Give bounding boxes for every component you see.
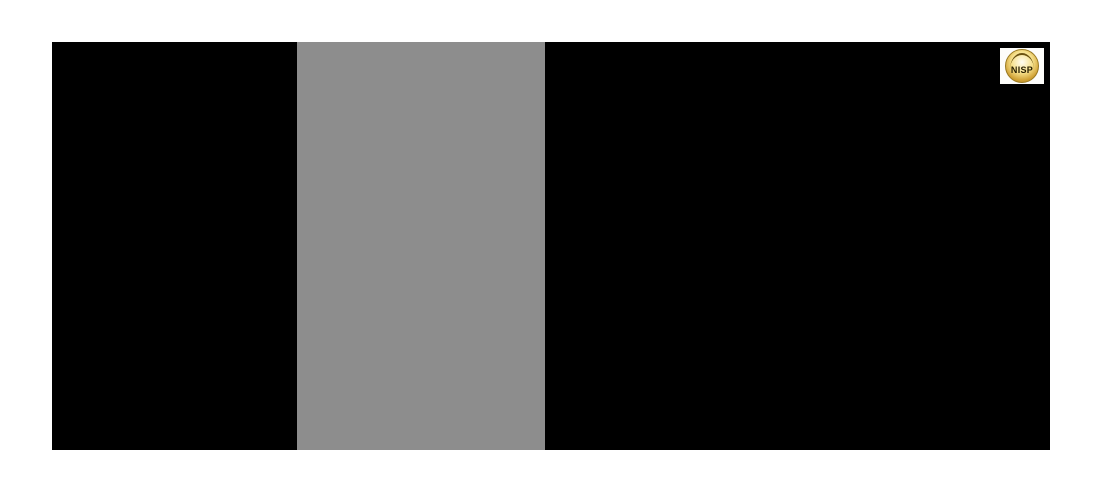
magnetogram-strip [297,42,545,450]
farside-helioseismic-map [52,42,1050,450]
nisp-arc-icon [1010,53,1034,69]
nisp-logo-text: NISP [1010,64,1034,75]
magnetogram-noise [297,42,545,450]
plot-area: NISP [52,42,1050,450]
nisp-logo: NISP [1000,48,1044,84]
nisp-disc-icon: NISP [1005,49,1039,83]
